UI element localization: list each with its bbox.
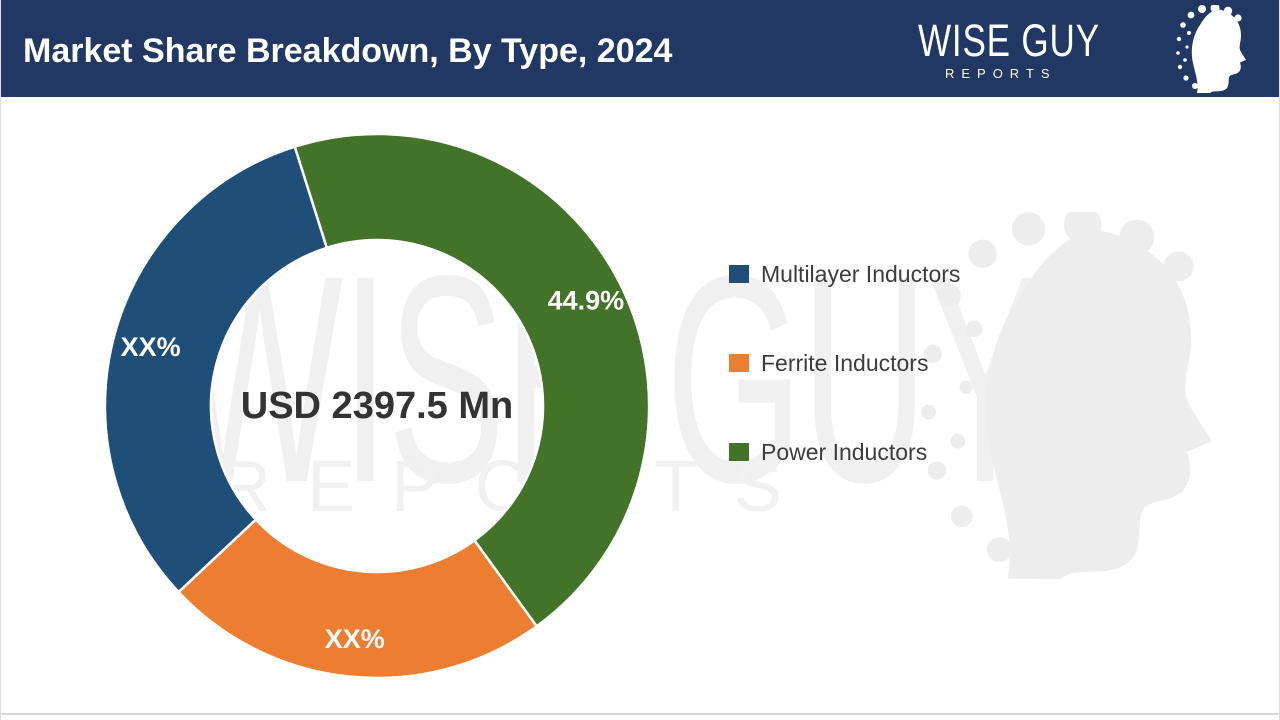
legend-label: Power Inductors [761,438,928,465]
segment-value-label: 44.9% [548,286,625,316]
bottom-divider [1,713,1279,715]
legend-swatch-icon [729,265,749,283]
segment-value-label: XX% [121,332,181,362]
logo-wordmark: WISE GUY [917,14,1100,66]
header-bar: Market Share Breakdown, By Type, 2024 WI… [1,0,1279,97]
legend-label: Ferrite Inductors [761,349,929,376]
donut-segment-multilayer-inductors [103,145,329,594]
legend-item: Multilayer Inductors [729,259,960,289]
chart-canvas: WISE GUY REPORTS XX% XX% 44.9% USD 2397.5 M… [1,97,1280,720]
donut-segment-ferrite-inductors [176,517,539,680]
logo-subtitle: REPORTS [944,65,1057,81]
legend-item: Power Inductors [729,437,960,467]
wiseguy-logo: WISE GUY REPORTS [918,4,1267,94]
legend-label: Multilayer Inductors [761,260,961,287]
chart-legend: Multilayer Inductors Ferrite Inductors Pow… [729,259,960,467]
segment-value-label: XX% [325,624,385,654]
donut-segment-power-inductors [293,132,651,628]
chart-center-value: USD 2397.5 Mn [241,385,513,427]
donut-chart: XX% XX% 44.9% USD 2397.5 Mn [103,132,651,680]
legend-swatch-icon [729,443,749,461]
legend-swatch-icon [729,354,749,372]
logo-face-icon [1155,5,1267,93]
legend-item: Ferrite Inductors [729,348,960,378]
page-title: Market Share Breakdown, By Type, 2024 [23,32,673,70]
